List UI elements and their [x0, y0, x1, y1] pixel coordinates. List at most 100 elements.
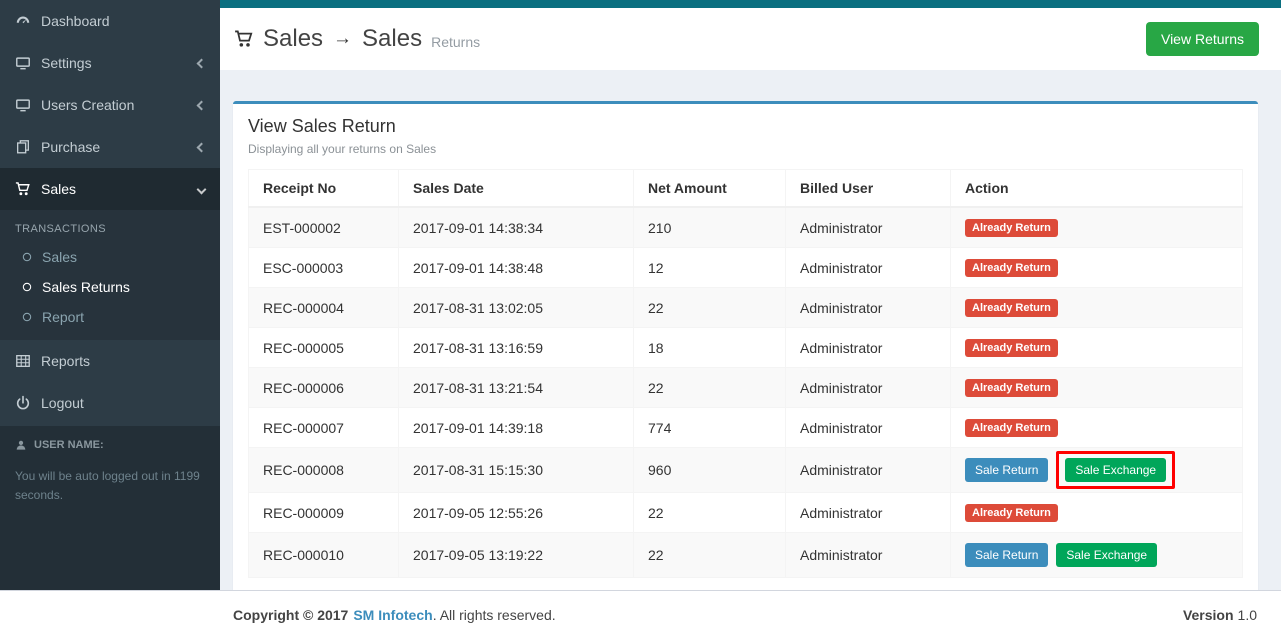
cell-action: Already Return [950, 327, 1243, 368]
content: View Sales Return Displaying all your re… [220, 70, 1281, 590]
column-header-billed-user: Billed User [785, 169, 951, 208]
table-row: EST-000002 2017-09-01 14:38:34 210 Administ… [248, 206, 1243, 248]
sidebar-item-label: Purchase [41, 139, 101, 155]
sidebar-subitem-label: Sales [42, 249, 78, 265]
cell-action: Sale Return Sale Exchange [950, 532, 1243, 578]
copyright-text: Copyright © 2017 [233, 607, 349, 623]
cell-sales-date: 2017-08-31 15:15:30 [398, 447, 634, 493]
sidebar-item-users-creation[interactable]: Users Creation [0, 84, 220, 126]
breadcrumb: Sales → Sales Returns [234, 25, 480, 53]
table-row: REC-000010 2017-09-05 13:19:22 22 Administr… [248, 532, 1243, 578]
circle-o-icon [21, 281, 33, 293]
cell-action: Already Return [950, 247, 1243, 288]
sale-return-button[interactable]: Sale Return [965, 543, 1049, 567]
column-header-receipt-no: Receipt No [248, 169, 399, 208]
cell-net-amount: 774 [633, 407, 786, 448]
sidebar-subitem-sales[interactable]: Sales [0, 242, 220, 272]
sale-exchange-button[interactable]: Sale Exchange [1065, 458, 1167, 482]
sidebar-item-purchase[interactable]: Purchase [0, 126, 220, 168]
breadcrumb-page: Sales [362, 25, 423, 52]
cell-receipt-no: REC-000010 [248, 532, 399, 578]
cell-sales-date: 2017-09-01 14:38:48 [398, 247, 634, 288]
cell-net-amount: 22 [633, 287, 786, 328]
sidebar-item-label: Settings [41, 55, 92, 71]
sale-return-button[interactable]: Sale Return [965, 458, 1049, 482]
cell-action: Already Return [950, 206, 1243, 248]
breadcrumb-arrow-icon: → [333, 28, 353, 49]
cart-icon [234, 29, 254, 49]
already-return-badge: Already Return [965, 339, 1058, 357]
cell-sales-date: 2017-09-01 14:38:34 [398, 206, 634, 248]
chevron-left-icon [196, 142, 207, 152]
cell-sales-date: 2017-08-31 13:02:05 [398, 287, 634, 328]
cell-billed-user: Administrator [785, 532, 951, 578]
cell-sales-date: 2017-09-05 12:55:26 [398, 492, 634, 533]
circle-o-icon [21, 311, 33, 323]
sidebar-subitem-label: Sales Returns [42, 279, 130, 295]
copyright: Copyright © 2017 SM Infotech. All rights … [233, 607, 556, 623]
sidebar-item-logout[interactable]: Logout [0, 382, 220, 424]
sidebar-item-dashboard[interactable]: Dashboard [0, 0, 220, 42]
user-name-label-row: USER NAME: [15, 439, 205, 451]
sale-exchange-button[interactable]: Sale Exchange [1056, 543, 1158, 567]
chevron-down-icon [196, 184, 207, 194]
table-row: REC-000007 2017-09-01 14:39:18 774 Administ… [248, 407, 1243, 448]
circle-o-icon [21, 251, 33, 263]
cart-icon [15, 181, 31, 197]
already-return-badge: Already Return [965, 259, 1058, 277]
copy-icon [15, 139, 31, 155]
view-returns-button[interactable]: View Returns [1145, 22, 1259, 56]
panel-title: View Sales Return [248, 116, 396, 136]
cell-net-amount: 22 [633, 367, 786, 408]
sidebar-item-label: Dashboard [41, 13, 110, 29]
table-row: REC-000005 2017-08-31 13:16:59 18 Administr… [248, 327, 1243, 368]
already-return-badge: Already Return [965, 299, 1058, 317]
cell-billed-user: Administrator [785, 492, 951, 533]
cell-net-amount: 210 [633, 206, 786, 248]
sidebar-item-settings[interactable]: Settings [0, 42, 220, 84]
panel-subtitle: Displaying all your returns on Sales [248, 142, 437, 156]
cell-receipt-no: REC-000006 [248, 367, 399, 408]
table-row: REC-000004 2017-08-31 13:02:05 22 Administr… [248, 287, 1243, 328]
annotation-highlight-box: Sale Exchange [1056, 451, 1176, 489]
cell-billed-user: Administrator [785, 327, 951, 368]
content-row: Dashboard Settings Users Creation Purchase S… [0, 0, 1281, 590]
table-header-row: Receipt No Sales Date Net Amount Billed Use… [248, 169, 1243, 208]
column-header-net-amount: Net Amount [633, 169, 786, 208]
cell-receipt-no: REC-000005 [248, 327, 399, 368]
version-label: Version [1182, 607, 1234, 623]
content-header: Sales → Sales Returns View Returns [220, 8, 1281, 70]
cell-net-amount: 960 [633, 447, 786, 493]
cell-billed-user: Administrator [785, 247, 951, 288]
cell-action: Already Return [950, 492, 1243, 533]
table-row: REC-000006 2017-08-31 13:21:54 22 Administr… [248, 367, 1243, 408]
chevron-left-icon [196, 58, 207, 68]
sidebar-nav: Dashboard Settings Users Creation Purchase S… [0, 0, 220, 424]
sidebar-item-sales[interactable]: Sales [0, 168, 220, 210]
cell-sales-date: 2017-09-01 14:39:18 [398, 407, 634, 448]
cell-billed-user: Administrator [785, 367, 951, 408]
sidebar: Dashboard Settings Users Creation Purchase S… [0, 0, 220, 590]
cell-receipt-no: EST-000002 [248, 206, 399, 248]
sidebar-subitem-report[interactable]: Report [0, 302, 220, 332]
cell-receipt-no: REC-000009 [248, 492, 399, 533]
monitor-icon [15, 55, 31, 71]
cell-action: Already Return [950, 287, 1243, 328]
table-row: ESC-000003 2017-09-01 14:38:48 12 Administr… [248, 247, 1243, 288]
breadcrumb-section: Sales [263, 25, 324, 52]
company-link[interactable]: SM Infotech [353, 607, 433, 623]
cell-receipt-no: REC-000008 [248, 447, 399, 493]
cell-receipt-no: ESC-000003 [248, 247, 399, 288]
cell-receipt-no: REC-000007 [248, 407, 399, 448]
cell-sales-date: 2017-09-05 13:19:22 [398, 532, 634, 578]
breadcrumb-page-sub: Returns [431, 34, 481, 50]
cell-action: Sale Return Sale Exchange [950, 447, 1243, 493]
already-return-badge: Already Return [965, 379, 1058, 397]
cell-sales-date: 2017-08-31 13:21:54 [398, 367, 634, 408]
sidebar-item-reports[interactable]: Reports [0, 340, 220, 382]
cell-net-amount: 22 [633, 532, 786, 578]
sidebar-subitem-sales-returns[interactable]: Sales Returns [0, 272, 220, 302]
user-icon [15, 439, 27, 451]
dashboard-icon [15, 13, 31, 29]
footer: Copyright © 2017 SM Infotech. All rights … [0, 590, 1281, 639]
